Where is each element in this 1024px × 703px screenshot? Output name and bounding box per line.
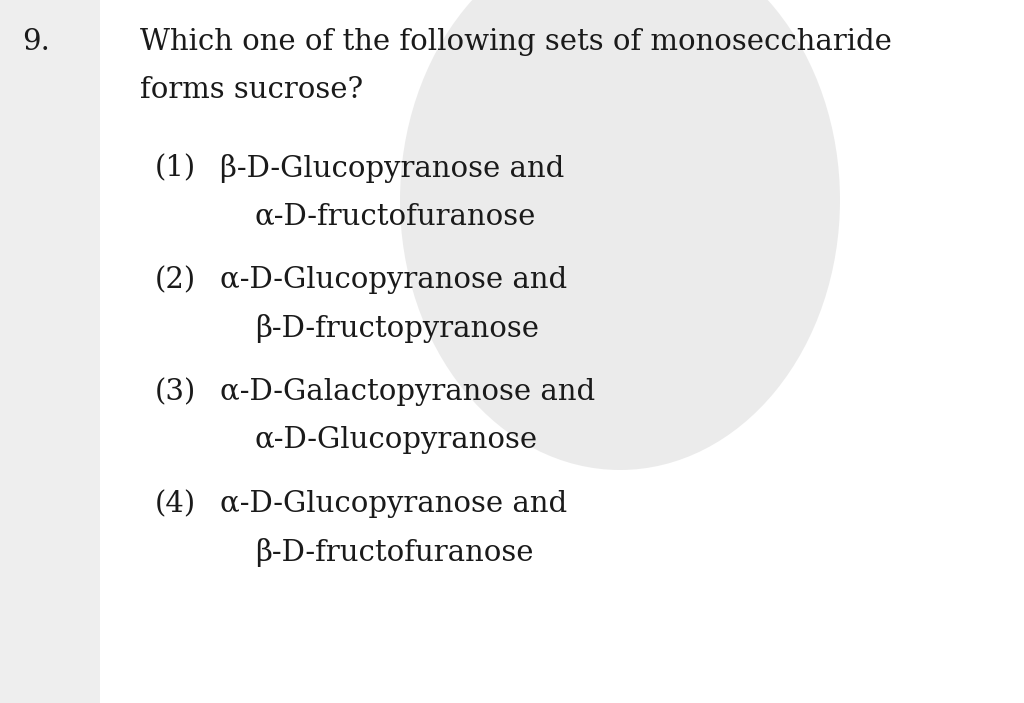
Text: α-D-Galactopyranose and: α-D-Galactopyranose and [220, 378, 595, 406]
Text: 9.: 9. [22, 28, 50, 56]
Text: forms sucrose?: forms sucrose? [140, 76, 364, 104]
Text: α-D-Glucopyranose: α-D-Glucopyranose [255, 426, 539, 454]
Ellipse shape [400, 0, 840, 470]
Text: α-D-Glucopyranose and: α-D-Glucopyranose and [220, 490, 567, 518]
Text: β-D-Glucopyranose and: β-D-Glucopyranose and [220, 154, 564, 183]
Text: β-D-fructopyranose: β-D-fructopyranose [255, 314, 539, 343]
Text: α-D-Glucopyranose and: α-D-Glucopyranose and [220, 266, 567, 294]
Text: α-D-fructofuranose: α-D-fructofuranose [255, 202, 537, 230]
Text: β-D-fructofuranose: β-D-fructofuranose [255, 538, 534, 567]
Text: (1): (1) [155, 154, 197, 182]
Bar [0, 0, 100, 703]
Text: Which one of the following sets of monoseccharide: Which one of the following sets of monos… [140, 28, 892, 56]
Text: (3): (3) [155, 378, 197, 406]
Text: (4): (4) [155, 490, 197, 518]
Text: (2): (2) [155, 266, 197, 294]
